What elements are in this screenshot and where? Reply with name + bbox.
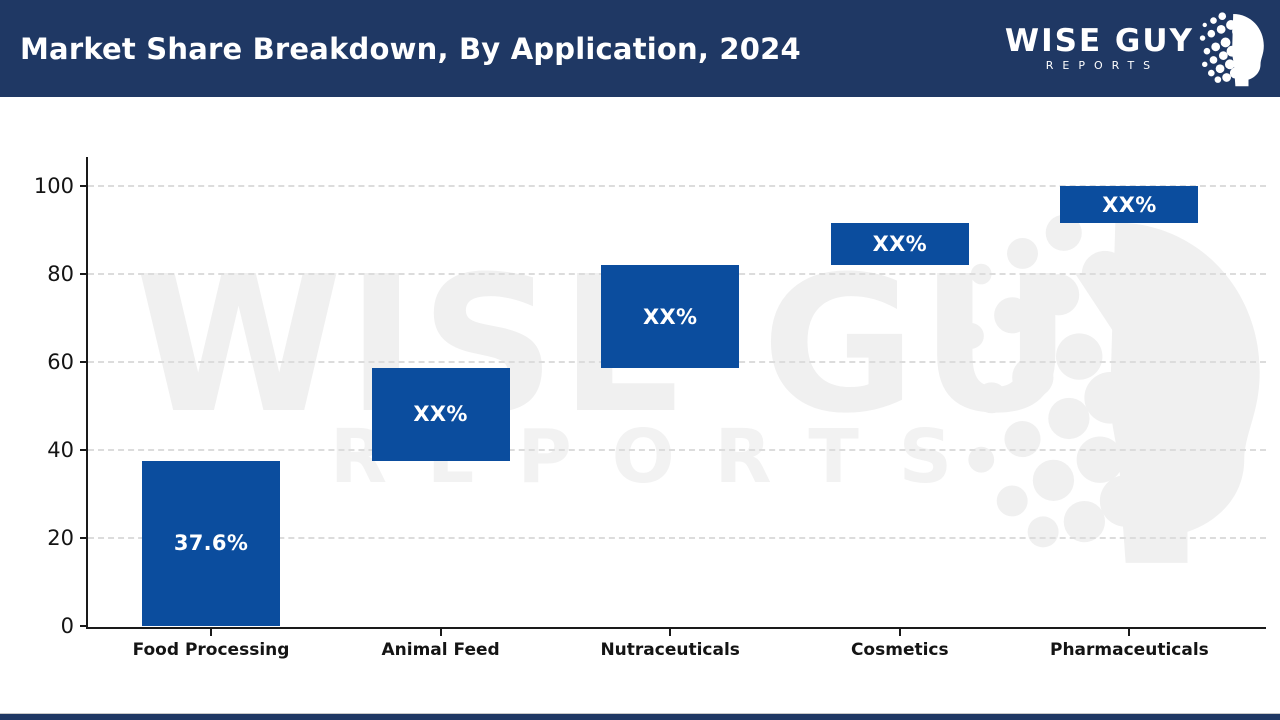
logo-subtitle: REPORTS bbox=[1045, 59, 1160, 73]
x-axis-tick bbox=[669, 629, 672, 636]
y-axis-tick bbox=[80, 273, 88, 275]
bar-cosmetics: XX% bbox=[830, 223, 969, 266]
y-axis-tick bbox=[80, 537, 88, 539]
brand-logo: WISE GUY REPORTS bbox=[1005, 9, 1266, 89]
x-axis-tick bbox=[898, 629, 901, 636]
y-axis-tick-label: 0 bbox=[60, 614, 74, 638]
x-axis-category-label: Food Processing bbox=[132, 640, 290, 660]
y-axis-tick-label: 80 bbox=[47, 262, 74, 286]
bar-pharmaceuticals: XX% bbox=[1060, 186, 1199, 224]
page-title: Market Share Breakdown, By Application, … bbox=[20, 31, 801, 66]
bar-value-label: XX% bbox=[413, 402, 468, 427]
logo-head-icon bbox=[1199, 11, 1264, 86]
x-axis-tick bbox=[1128, 629, 1131, 636]
y-axis-tick-label: 40 bbox=[47, 438, 74, 462]
x-axis-category-label: Pharmaceuticals bbox=[1050, 640, 1209, 660]
header-bar: Market Share Breakdown, By Application, … bbox=[0, 0, 1280, 97]
x-axis-tick bbox=[210, 629, 212, 636]
gridline-y-100 bbox=[88, 185, 1266, 187]
bar-value-label: XX% bbox=[643, 304, 698, 329]
logo-text: WISE GUY REPORTS bbox=[1005, 25, 1194, 73]
x-axis-tick bbox=[439, 629, 442, 636]
bar-value-label: XX% bbox=[872, 232, 927, 257]
bar-food-processing: 37.6% bbox=[142, 460, 280, 626]
watermark-head-icon bbox=[958, 214, 1260, 563]
y-axis-line bbox=[86, 157, 88, 628]
y-axis-tick-label: 60 bbox=[47, 350, 74, 374]
x-axis-category-label: Cosmetics bbox=[850, 640, 949, 660]
y-axis-tick-label: 100 bbox=[33, 174, 74, 198]
x-axis-line bbox=[86, 627, 1266, 629]
gridline-y-40 bbox=[88, 449, 1266, 451]
footer-bar bbox=[0, 713, 1280, 720]
bar-value-label: 37.6% bbox=[173, 531, 249, 556]
bar-nutraceuticals: XX% bbox=[601, 265, 740, 369]
y-axis-tick bbox=[80, 625, 88, 627]
y-axis-tick bbox=[80, 185, 88, 187]
bar-animal-feed: XX% bbox=[371, 368, 510, 461]
y-axis-tick-label: 20 bbox=[47, 526, 74, 550]
x-axis-category-label: Nutraceuticals bbox=[600, 640, 740, 660]
bar-value-label: XX% bbox=[1102, 192, 1157, 217]
y-axis-tick bbox=[80, 361, 88, 363]
gridline-y-20 bbox=[88, 537, 1266, 539]
logo-wordmark: WISE GUY bbox=[1004, 22, 1194, 59]
x-axis-category-label: Animal Feed bbox=[381, 640, 500, 660]
y-axis-tick bbox=[80, 449, 88, 451]
